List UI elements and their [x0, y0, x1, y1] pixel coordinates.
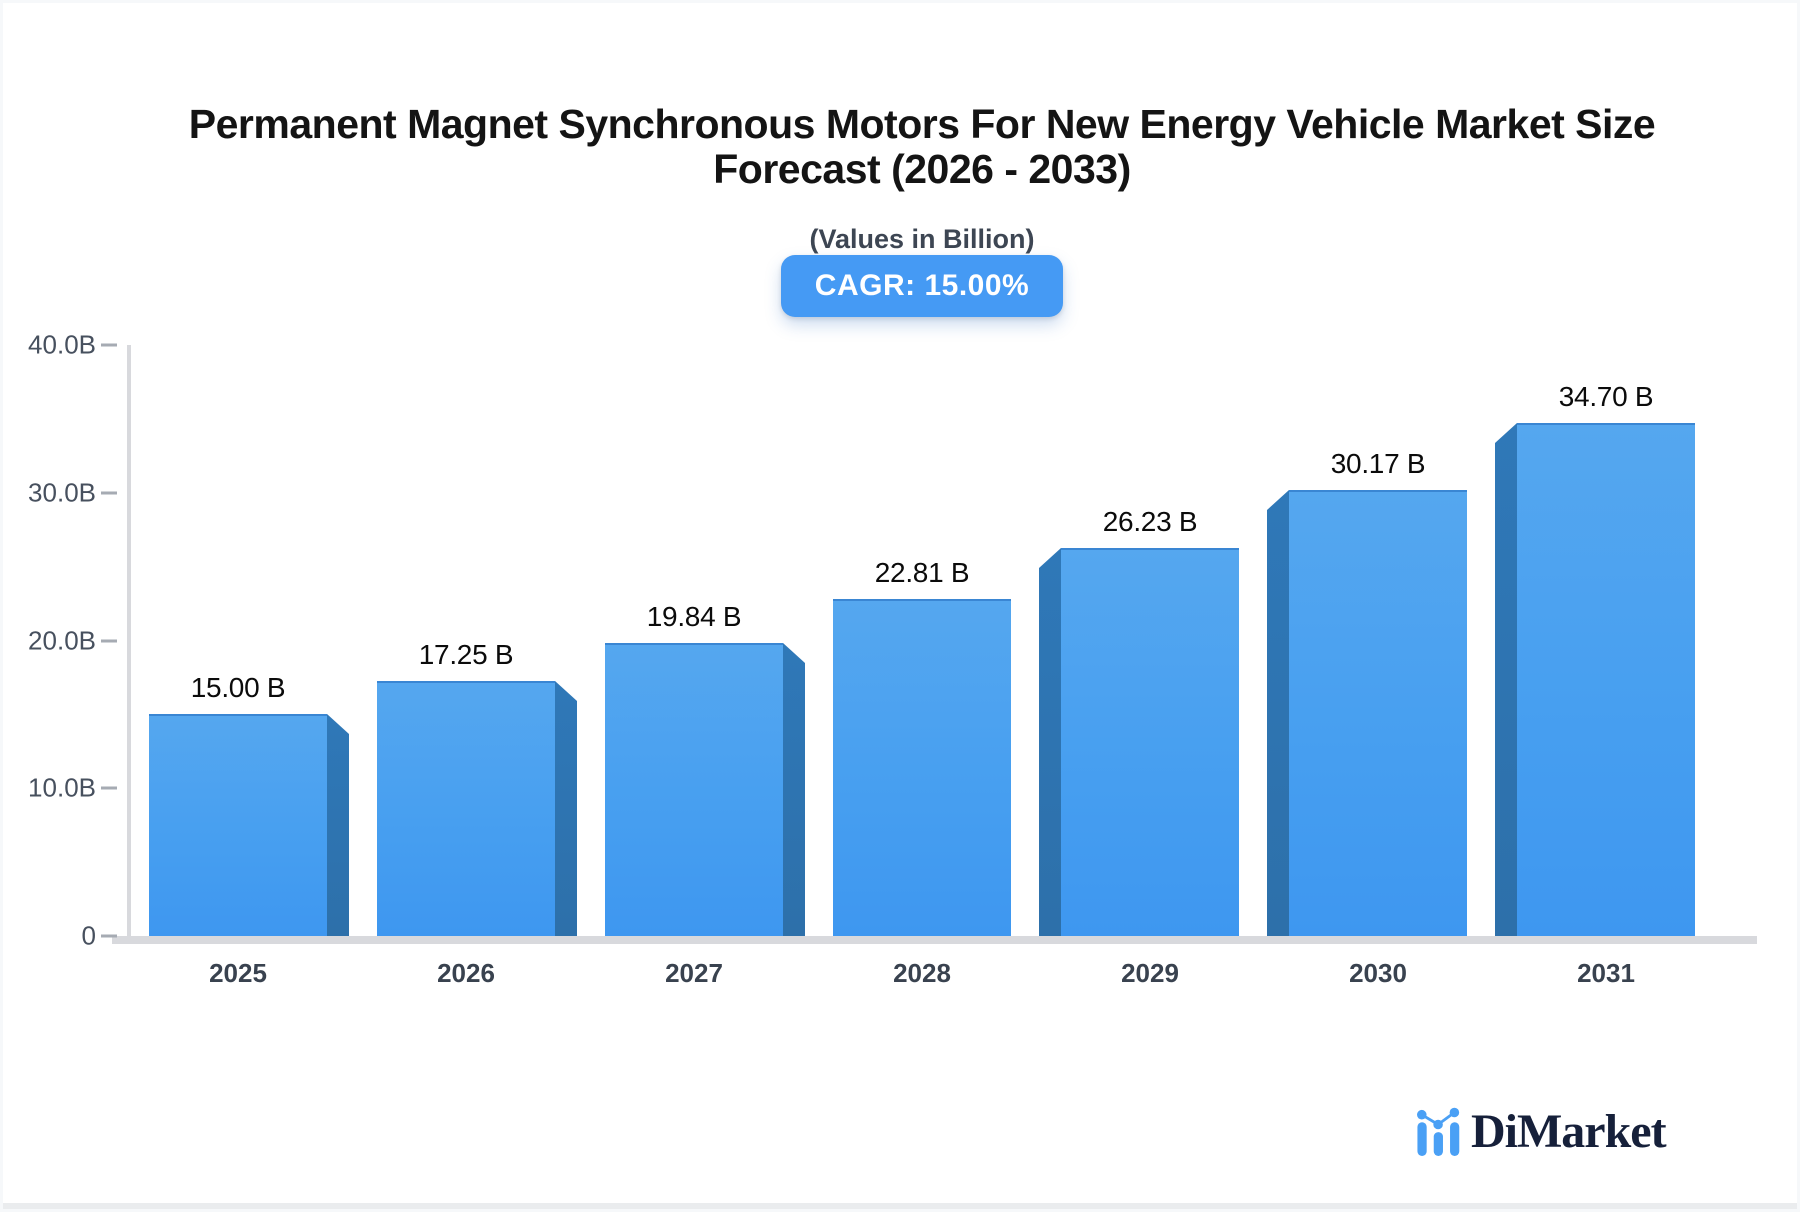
cagr-badge: CAGR: 15.00% [780, 255, 1064, 317]
bar-side-panel-2025 [327, 714, 349, 936]
chart-title-line1: Permanent Magnet Synchronous Motors For … [188, 101, 1656, 147]
x-axis-label-2027: 2027 [665, 958, 723, 988]
y-axis-tick-mark [101, 491, 117, 495]
y-axis-tick-label: 30.0B [28, 477, 96, 508]
dimarket-logo: DiMarket [1413, 1105, 1667, 1158]
x-axis-label-2026: 2026 [437, 958, 495, 988]
bar-side-panel-2031 [1495, 423, 1517, 936]
bar-value-label-2027: 19.84 B [646, 601, 742, 632]
bar-2026 [377, 681, 555, 936]
bar-value-label-2025: 15.00 B [190, 672, 286, 703]
cagr-badge-wrap: CAGR: 15.00% [44, 255, 1800, 317]
bar-value-label-2031: 34.70 B [1558, 381, 1654, 412]
bar-value-label-2030: 30.17 B [1330, 448, 1426, 479]
bar-2030 [1289, 490, 1467, 936]
chart-subtitle: (Values in Billion) [809, 224, 1035, 254]
y-axis-tick-mark [101, 786, 117, 790]
y-axis-tick-mark [101, 343, 117, 347]
y-axis-tick-label: 0 [81, 920, 96, 951]
x-axis-label-2030: 2030 [1349, 958, 1407, 988]
y-axis-tick-mark [101, 934, 117, 938]
mini-bar-chart-icon [1417, 1107, 1460, 1156]
y-axis-tick-label: 10.0B [28, 772, 96, 803]
bar-side-panel-2029 [1039, 548, 1061, 936]
y-axis-tick-mark [101, 639, 117, 642]
x-axis-label-2029: 2029 [1121, 958, 1179, 988]
y-axis-line [127, 345, 131, 936]
bar-2025 [149, 714, 327, 936]
bar-value-label-2028: 22.81 B [874, 557, 970, 588]
y-axis-tick-label: 40.0B [28, 329, 96, 360]
bar-2031 [1517, 423, 1695, 936]
bar-side-panel-2030 [1267, 490, 1289, 936]
bar-value-label-2029: 26.23 B [1102, 506, 1198, 537]
bar-side-panel-2026 [555, 681, 577, 936]
logo-text: DiMarket [1471, 1105, 1667, 1158]
x-axis-baseline [112, 936, 1757, 944]
bar-side-panel-2027 [783, 643, 805, 936]
chart-title-line2: Forecast (2026 - 2033) [713, 146, 1131, 192]
x-axis-label-2031: 2031 [1577, 958, 1635, 988]
bar-value-label-2026: 17.25 B [418, 639, 514, 670]
y-axis-tick-label: 20.0B [28, 625, 96, 655]
bar-2029 [1061, 548, 1239, 936]
x-axis-label-2025: 2025 [209, 958, 267, 988]
bar-2028 [833, 599, 1011, 936]
bar-2027 [605, 643, 783, 936]
x-axis-label-2028: 2028 [893, 958, 951, 988]
footer-strip [0, 1203, 1800, 1212]
